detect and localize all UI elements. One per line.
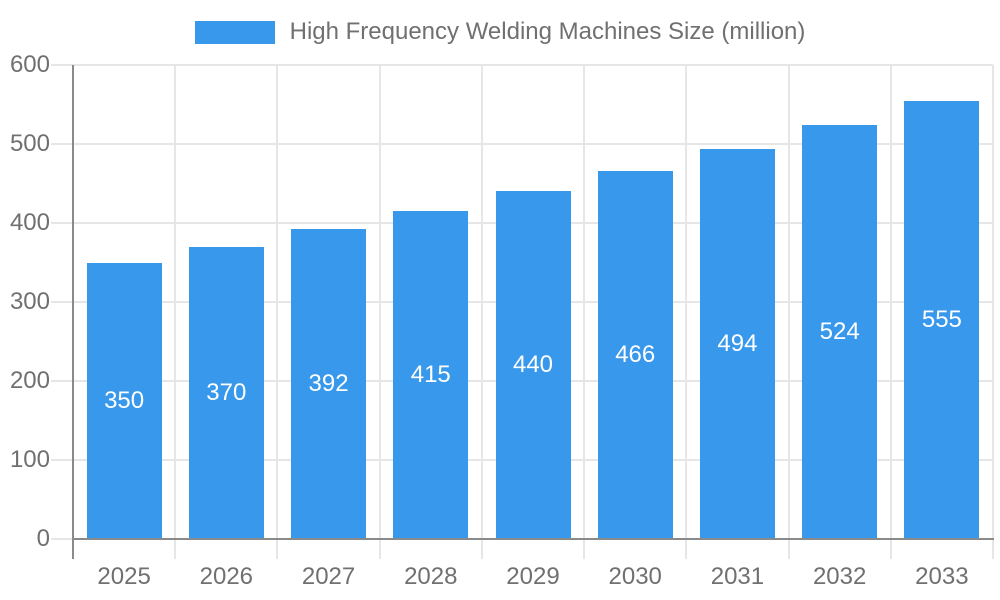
- v-gridline: [276, 65, 279, 559]
- legend[interactable]: High Frequency Welding Machines Size (mi…: [0, 16, 1000, 48]
- v-gridline: [685, 65, 688, 559]
- v-gridline: [889, 65, 892, 559]
- bar: [291, 229, 367, 539]
- v-gridline: [992, 65, 994, 559]
- bar-value-label: 524: [819, 318, 860, 346]
- y-tick-label: 100: [9, 446, 50, 473]
- bar: [699, 148, 775, 539]
- bar-value-label: 415: [410, 361, 451, 389]
- x-tick-label: 2025: [97, 563, 151, 590]
- v-gridline: [787, 65, 790, 559]
- h-gridline: [51, 64, 993, 66]
- bar-value-label: 370: [206, 378, 247, 406]
- bar: [597, 170, 673, 539]
- h-gridline: [51, 143, 993, 145]
- x-tick-label: 2033: [915, 563, 969, 590]
- x-tick-label: 2032: [812, 563, 867, 590]
- v-gridline: [378, 65, 381, 559]
- bar-value-label: 494: [717, 329, 758, 357]
- bar-value-label: 350: [104, 386, 145, 414]
- bar-value-label: 440: [512, 351, 554, 379]
- bar: [86, 262, 162, 539]
- y-axis-line: [72, 65, 74, 559]
- x-tick-label: 2026: [199, 563, 254, 590]
- y-tick-label: 400: [9, 209, 50, 236]
- bar: [495, 191, 571, 539]
- v-gridline: [174, 65, 177, 559]
- bar: [802, 125, 878, 539]
- x-tick-label: 2031: [710, 563, 765, 590]
- bar-value-label: 555: [921, 305, 962, 333]
- y-tick-label: 300: [9, 288, 50, 315]
- bar: [904, 100, 980, 539]
- x-tick-label: 2029: [506, 563, 560, 590]
- y-tick-label: 200: [9, 367, 50, 394]
- v-gridline: [583, 65, 586, 559]
- legend-swatch[interactable]: [194, 20, 275, 44]
- y-tick-label: 600: [9, 51, 50, 78]
- x-tick-label: 2030: [608, 563, 662, 590]
- legend-label: High Frequency Welding Machines Size (mi…: [289, 18, 806, 45]
- bar: [188, 246, 264, 539]
- x-tick-label: 2028: [404, 563, 458, 590]
- bar-value-label: 392: [308, 370, 349, 398]
- h-gridline: [51, 538, 73, 540]
- bar: [393, 211, 469, 539]
- bar-value-label: 466: [615, 340, 656, 368]
- x-tick-label: 2027: [301, 563, 356, 590]
- y-tick-label: 500: [9, 130, 50, 157]
- v-gridline: [480, 65, 483, 559]
- y-tick-label: 0: [36, 525, 50, 552]
- x-axis-line: [72, 538, 994, 540]
